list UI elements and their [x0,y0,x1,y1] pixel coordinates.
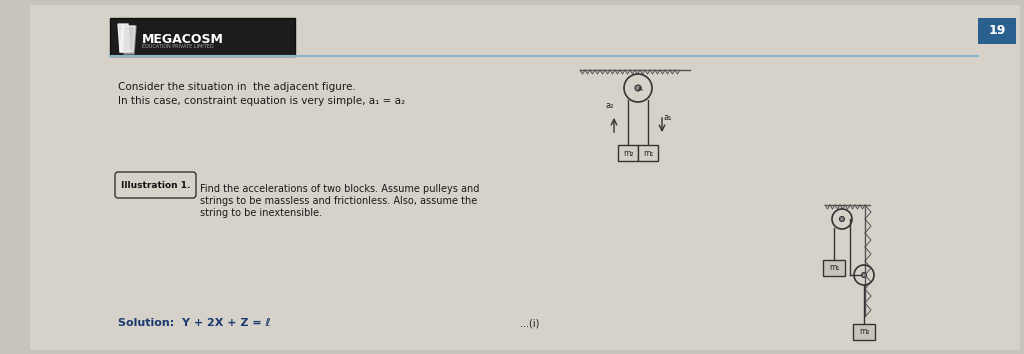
Text: In this case, constraint equation is very simple, a₁ = a₂: In this case, constraint equation is ver… [118,96,406,106]
Text: A: A [638,86,642,92]
Text: Solution:  Y + 2X + Z = ℓ: Solution: Y + 2X + Z = ℓ [118,318,270,328]
FancyBboxPatch shape [110,18,295,56]
Circle shape [635,85,641,91]
Text: m₂: m₂ [623,148,633,158]
Text: a₂: a₂ [606,101,614,110]
Circle shape [861,273,866,278]
Text: strings to be massless and frictionless. Also, assume the: strings to be massless and frictionless.… [200,196,477,206]
Text: MEGACOSM: MEGACOSM [142,33,224,46]
Bar [618,145,638,161]
FancyBboxPatch shape [30,5,1020,350]
Polygon shape [118,24,130,52]
Bar [823,260,845,276]
Text: Find the accelerations of two blocks. Assume pulleys and: Find the accelerations of two blocks. As… [200,184,479,194]
Polygon shape [120,26,135,52]
Text: a₁: a₁ [664,113,673,122]
Text: Illustration 1.: Illustration 1. [121,181,190,189]
Text: m₁: m₁ [828,263,840,273]
Text: m₂: m₂ [859,327,869,337]
Bar [853,324,874,340]
Text: EDUCATION PRIVATE LIMITED: EDUCATION PRIVATE LIMITED [142,44,214,49]
Text: ...(i): ...(i) [520,318,540,328]
Polygon shape [124,26,136,54]
FancyBboxPatch shape [978,18,1016,44]
Text: string to be inextensible.: string to be inextensible. [200,208,323,218]
Bar [638,145,658,161]
Circle shape [840,217,845,222]
Text: 19: 19 [988,24,1006,38]
Text: m₁: m₁ [643,148,653,158]
Text: Consider the situation in  the adjacent figure.: Consider the situation in the adjacent f… [118,82,355,92]
